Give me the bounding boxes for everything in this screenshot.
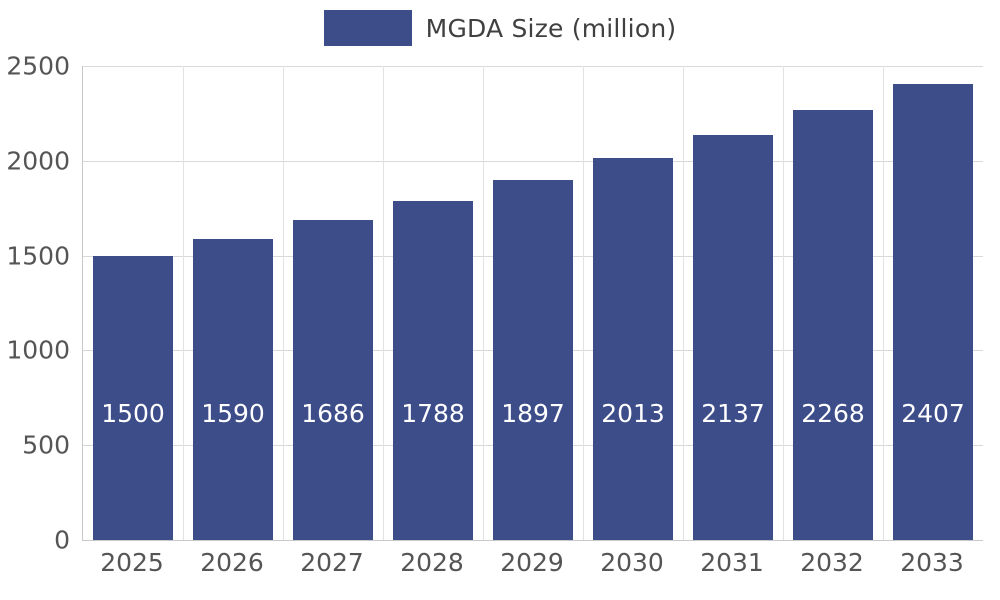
y-tick-500: 500	[22, 430, 70, 460]
bar-slot-2027: 1686	[283, 66, 383, 540]
bar-2031[interactable]: 2137	[693, 134, 773, 540]
bar-slot-2026: 1590	[183, 66, 283, 540]
bar-value-2029: 1897	[501, 399, 565, 428]
bar-2033[interactable]: 2407	[893, 83, 973, 540]
bar-slot-2033: 2407	[883, 66, 983, 540]
bar-value-2031: 2137	[701, 399, 765, 428]
x-tick-2032: 2032	[800, 548, 864, 577]
x-tick-2026: 2026	[200, 548, 264, 577]
bar-series-mgda-size: 1500 1590 1686 1788 1897	[83, 66, 983, 540]
x-tick-2029: 2029	[500, 548, 564, 577]
vgridline-4	[483, 66, 484, 540]
bar-slot-2032: 2268	[783, 66, 883, 540]
x-axis-tick-labels: 2025 2026 2027 2028 2029 2030 2031 2032 …	[82, 548, 982, 577]
plot-area: 1500 1590 1686 1788 1897	[82, 66, 983, 541]
vgridline-5	[583, 66, 584, 540]
bar-slot-2025: 1500	[83, 66, 183, 540]
bar-value-2025: 1500	[101, 399, 165, 428]
legend-label-mgda-size: MGDA Size (million)	[425, 13, 677, 43]
vgridline-6	[683, 66, 684, 540]
bar-2025[interactable]: 1500	[93, 255, 173, 540]
x-tick-2033: 2033	[900, 548, 964, 577]
bar-2028[interactable]: 1788	[393, 201, 473, 540]
bar-value-2026: 1590	[201, 399, 265, 428]
bar-2026[interactable]: 1590	[193, 238, 273, 540]
bar-value-2033: 2407	[901, 399, 965, 428]
y-tick-0: 0	[54, 525, 70, 555]
x-tick-2031: 2031	[700, 548, 764, 577]
bar-value-2027: 1686	[301, 399, 365, 428]
vgridline-1	[183, 66, 184, 540]
bar-2032[interactable]: 2268	[793, 109, 873, 540]
bar-slot-2028: 1788	[383, 66, 483, 540]
legend-swatch-mgda-size	[323, 10, 412, 46]
bar-slot-2030: 2013	[583, 66, 683, 540]
bar-2030[interactable]: 2013	[593, 158, 673, 540]
x-tick-2025: 2025	[100, 548, 164, 577]
bar-value-2028: 1788	[401, 399, 465, 428]
y-axis-tick-labels: 2500 2000 1500 1000 500 0	[0, 52, 70, 555]
y-tick-2000: 2000	[6, 146, 70, 176]
vgridline-2	[283, 66, 284, 540]
vgridline-3	[383, 66, 384, 540]
y-tick-2500: 2500	[6, 51, 70, 81]
vgridline-8	[883, 66, 884, 540]
bar-2029[interactable]: 1897	[493, 180, 573, 540]
chart-legend: MGDA Size (million)	[0, 10, 1000, 46]
vgridline-7	[783, 66, 784, 540]
bar-slot-2031: 2137	[683, 66, 783, 540]
x-tick-2028: 2028	[400, 548, 464, 577]
gridline-2500	[83, 66, 983, 67]
x-tick-2030: 2030	[600, 548, 664, 577]
y-tick-1000: 1000	[6, 335, 70, 365]
bar-value-2032: 2268	[801, 399, 865, 428]
bar-slot-2029: 1897	[483, 66, 583, 540]
bar-2027[interactable]: 1686	[293, 220, 373, 540]
bar-value-2030: 2013	[601, 399, 665, 428]
x-tick-2027: 2027	[300, 548, 364, 577]
y-tick-1500: 1500	[6, 241, 70, 271]
gridline-2000	[83, 160, 983, 162]
